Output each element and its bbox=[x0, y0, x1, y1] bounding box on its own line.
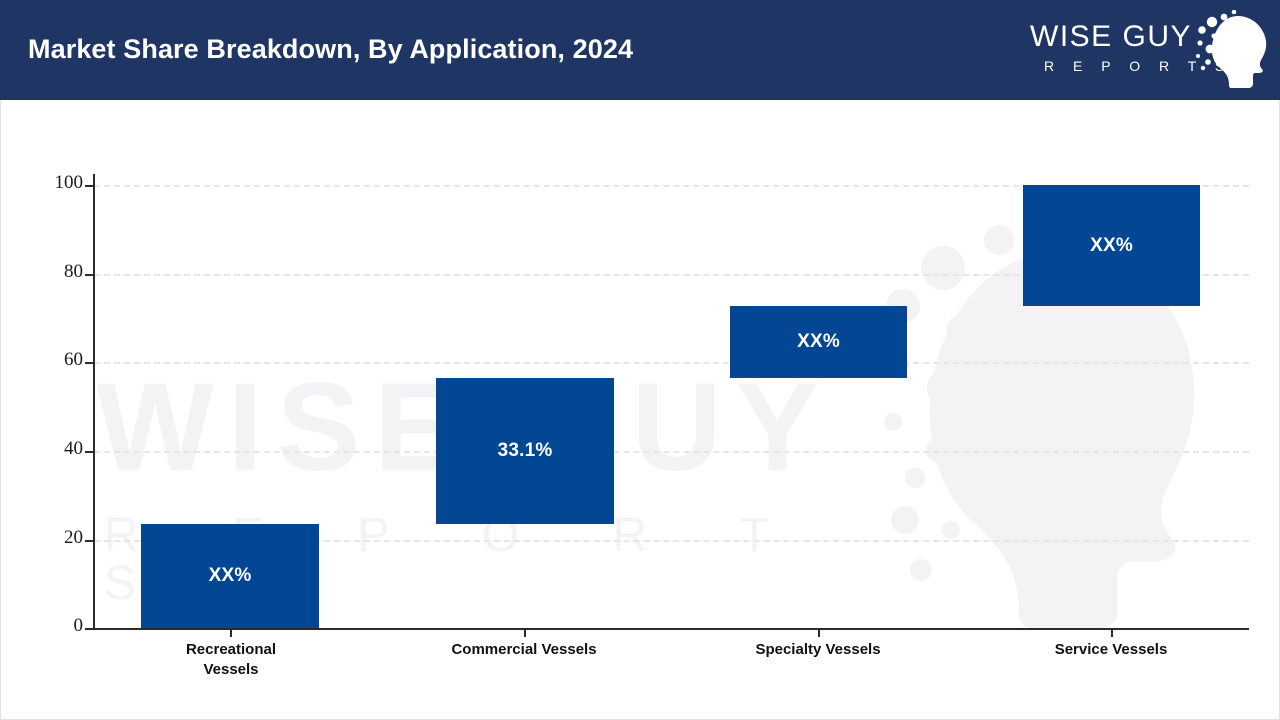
bar-specialty-vessels[interactable]: XX% bbox=[730, 306, 907, 378]
x-tick-mark-3 bbox=[1111, 628, 1113, 637]
gridline-20 bbox=[94, 540, 1249, 542]
y-tick-label-40: 40 bbox=[64, 438, 83, 459]
x-tick-label-line-1: Commercial Vessels bbox=[451, 641, 597, 658]
gridline-80 bbox=[94, 274, 1249, 276]
gridline-100 bbox=[94, 185, 1249, 187]
x-tick-mark-1 bbox=[524, 628, 526, 637]
bar-label-commercial-vessels: 33.1% bbox=[497, 440, 553, 461]
y-tick-label-60: 60 bbox=[64, 349, 83, 370]
x-tick-label-line-1: Service Vessels bbox=[1054, 641, 1168, 658]
y-tick-mark-0 bbox=[85, 628, 94, 630]
bar-service-vessels[interactable]: XX% bbox=[1023, 185, 1200, 306]
x-tick-label-commercial-vessels: Commercial Vessels bbox=[414, 640, 634, 660]
y-tick-mark-20 bbox=[85, 540, 94, 542]
bar-label-service-vessels: XX% bbox=[1090, 234, 1133, 256]
logo-wordmark-primary: WISE GUY bbox=[1030, 20, 1193, 53]
x-tick-label-specialty-vessels: Specialty Vessels bbox=[708, 640, 928, 660]
y-tick-mark-100 bbox=[85, 185, 94, 187]
x-tick-mark-2 bbox=[818, 628, 820, 637]
gridline-60 bbox=[94, 362, 1249, 364]
page-title: Market Share Breakdown, By Application, … bbox=[28, 34, 634, 64]
y-tick-mark-60 bbox=[85, 362, 94, 364]
bar-commercial-vessels[interactable]: 33.1% bbox=[436, 378, 614, 524]
y-tick-label-80: 80 bbox=[64, 261, 83, 282]
bar-label-specialty-vessels: XX% bbox=[797, 331, 840, 352]
x-tick-label-line-1: Specialty Vessels bbox=[755, 641, 881, 658]
logo-wordmark-secondary: R E P O R T S bbox=[1044, 58, 1232, 74]
y-tick-mark-80 bbox=[85, 274, 94, 276]
chart-area: WISE GUY R E P O R T S bbox=[0, 100, 1280, 720]
y-tick-label-100: 100 bbox=[54, 172, 84, 193]
y-tick-label-20: 20 bbox=[64, 527, 83, 548]
bar-label-recreational-vessels: XX% bbox=[208, 565, 252, 586]
dotted-head-silhouette-icon bbox=[1196, 10, 1267, 88]
x-tick-label-recreational-vessels: Recreational Vessels bbox=[130, 640, 332, 680]
y-tick-label-0: 0 bbox=[73, 615, 84, 636]
gridline-40 bbox=[94, 451, 1249, 453]
x-tick-label-service-vessels: Service Vessels bbox=[1001, 640, 1221, 660]
x-axis-line bbox=[93, 628, 1249, 630]
wise-guy-reports-logo: WISE GUY R E P O R T S bbox=[1022, 8, 1272, 92]
x-tick-mark-0 bbox=[230, 628, 232, 637]
y-tick-mark-40 bbox=[85, 451, 94, 453]
plot-area: 100 80 60 40 20 0 XX% 33.1% bbox=[1, 100, 1279, 719]
header-bar: Market Share Breakdown, By Application, … bbox=[0, 0, 1280, 100]
x-tick-label-line-2: Vessels bbox=[203, 661, 259, 678]
y-axis-line bbox=[93, 174, 95, 630]
x-tick-label-line-1: Recreational bbox=[185, 641, 277, 658]
bar-recreational-vessels[interactable]: XX% bbox=[141, 524, 319, 628]
